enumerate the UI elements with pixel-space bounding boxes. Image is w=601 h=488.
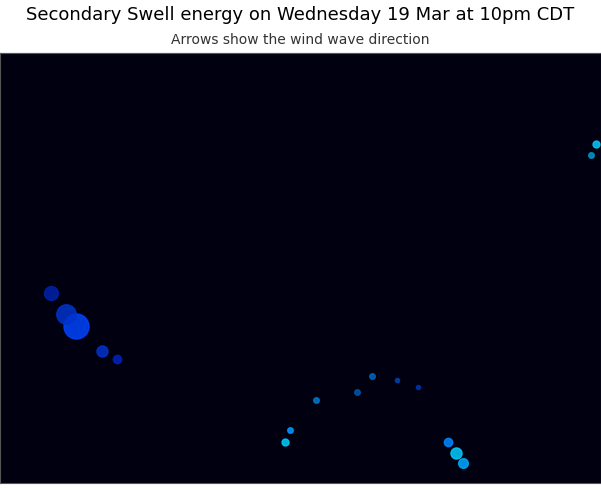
Text: Arrows show the wind wave direction: Arrows show the wind wave direction [171, 33, 430, 47]
Text: Secondary Swell energy on Wednesday 19 Mar at 10pm CDT: Secondary Swell energy on Wednesday 19 M… [26, 6, 575, 24]
